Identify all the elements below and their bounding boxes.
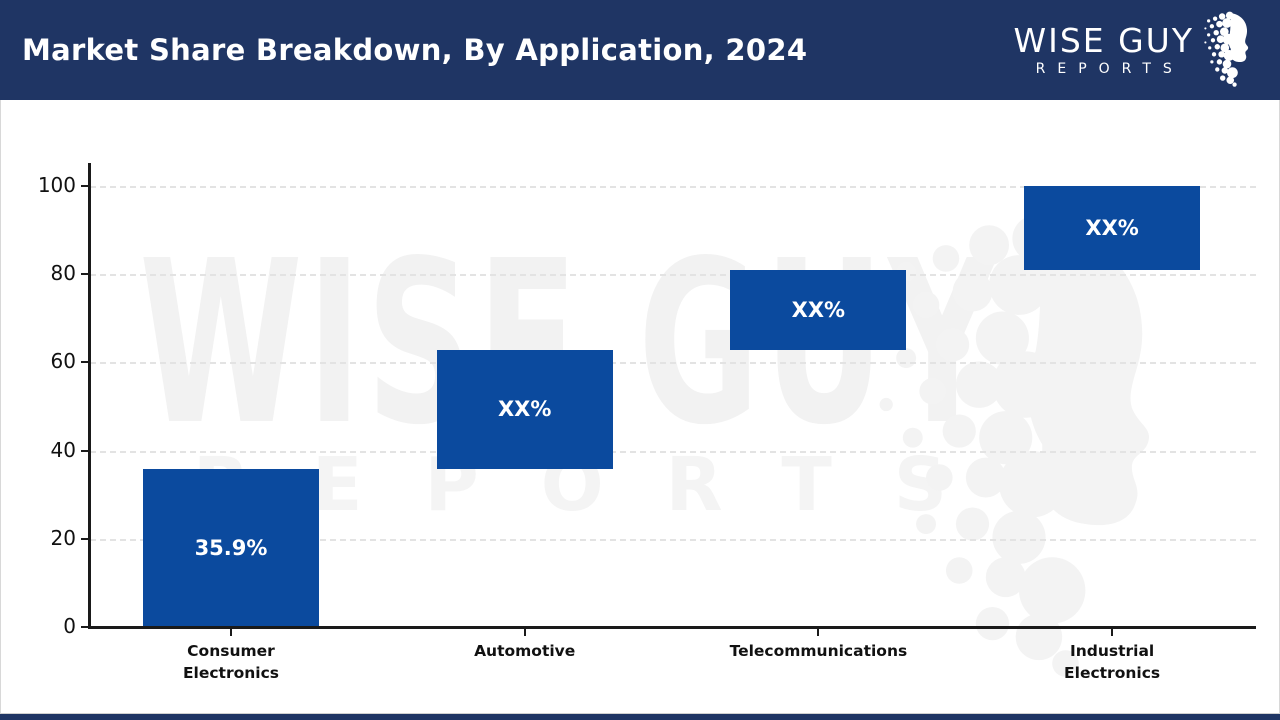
x-tick-mark bbox=[523, 628, 526, 636]
y-gridline bbox=[90, 538, 1256, 541]
y-gridline bbox=[90, 362, 1256, 365]
header-bar: Market Share Breakdown, By Application, … bbox=[0, 0, 1280, 100]
x-axis-line bbox=[88, 626, 1256, 629]
y-tick-label: 60 bbox=[50, 349, 76, 374]
y-tick-mark bbox=[81, 361, 90, 364]
logo-brand-text: WISE GUY bbox=[1013, 21, 1194, 60]
bar-value-label: XX% bbox=[497, 397, 552, 422]
chart-title: Market Share Breakdown, By Application, … bbox=[22, 33, 808, 67]
y-tick-mark bbox=[81, 185, 90, 187]
x-tick-mark bbox=[1111, 628, 1114, 636]
y-tick-label: 20 bbox=[50, 525, 76, 550]
x-category-label: Automotive bbox=[474, 642, 576, 660]
bar-segment: XX% bbox=[1024, 186, 1201, 270]
bar-segment: XX% bbox=[730, 269, 907, 351]
y-gridline bbox=[90, 274, 1256, 277]
bar-value-label: 35.9% bbox=[194, 535, 268, 560]
logo-head-icon bbox=[1204, 11, 1249, 87]
footer-bar bbox=[0, 714, 1280, 720]
x-tick-mark bbox=[817, 628, 820, 636]
bar-segment: 35.9% bbox=[143, 468, 319, 627]
y-tick-mark bbox=[81, 449, 90, 452]
y-tick-label: 80 bbox=[50, 261, 76, 286]
brand-logo: WISE GUY REPORTS bbox=[1013, 11, 1254, 89]
x-tick-mark bbox=[230, 628, 232, 636]
y-tick-label: 40 bbox=[50, 437, 76, 462]
y-tick-label: 100 bbox=[37, 173, 76, 197]
y-tick-mark bbox=[81, 273, 90, 276]
bar-segment: XX% bbox=[436, 350, 613, 469]
y-axis-line bbox=[88, 163, 91, 629]
x-category-label: Industrial Electronics bbox=[1064, 642, 1161, 682]
x-category-label: Telecommunications bbox=[729, 642, 908, 660]
y-tick-mark bbox=[81, 537, 90, 540]
bar-value-label: XX% bbox=[1085, 215, 1139, 240]
y-gridline bbox=[90, 450, 1256, 453]
y-tick-mark bbox=[81, 626, 90, 628]
bar-value-label: XX% bbox=[791, 297, 846, 322]
logo-sub-text: REPORTS bbox=[1035, 61, 1184, 77]
x-category-label: Consumer Electronics bbox=[182, 642, 280, 682]
chart-canvas: WISE GUY REPORTS 35.9% XX% XX% XX% 0 20 40 60 8… bbox=[0, 100, 1280, 714]
y-tick-label: 0 bbox=[63, 614, 76, 638]
plot-area: 35.9% XX% XX% XX% bbox=[90, 186, 1256, 627]
y-gridline bbox=[90, 186, 1256, 188]
logo-text: WISE GUY REPORTS bbox=[1013, 24, 1194, 76]
